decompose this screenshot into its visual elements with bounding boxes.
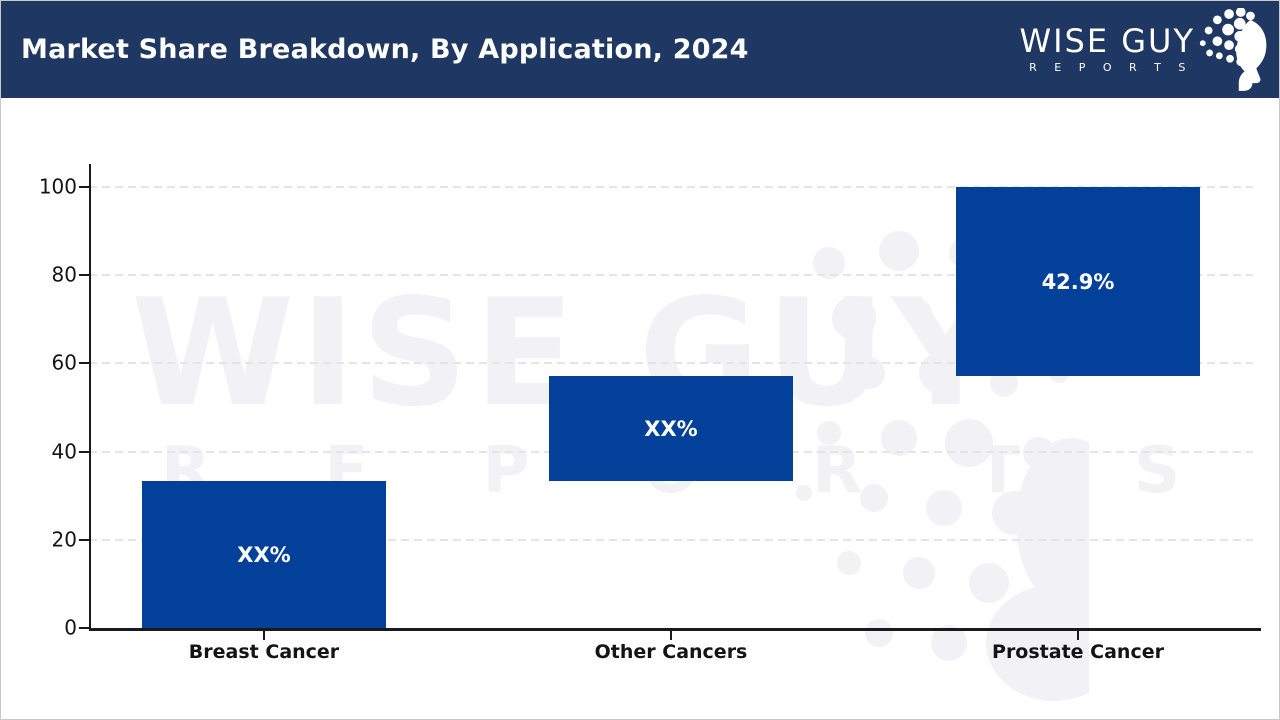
header: Market Share Breakdown, By Application, … [1, 1, 1279, 98]
x-label-3: Prostate Cancer [992, 641, 1164, 663]
x-label-1: Breast Cancer [188, 641, 340, 663]
x-label-2: Other Cancers [594, 641, 748, 663]
logo-text: WISE GUY R E P O R T S [1019, 25, 1195, 74]
y-tick-label-80: 80 [51, 262, 77, 287]
y-tick-20 [79, 538, 89, 541]
x-tick-3 [1077, 631, 1079, 640]
y-tick-80 [79, 274, 89, 277]
x-tick-1 [263, 631, 265, 640]
bar-label-3: 42.9% [1041, 269, 1115, 294]
y-tick-label-40: 40 [51, 439, 77, 464]
x-tick-2 [670, 631, 672, 640]
y-tick-label-0: 0 [64, 615, 77, 640]
x-axis-spine [89, 628, 1261, 631]
logo-subtext: R E P O R T S [1029, 61, 1193, 74]
y-tick-label-100: 100 [38, 174, 77, 199]
logo-face-icon [1199, 7, 1267, 91]
watermark-face-icon [789, 231, 1089, 701]
bar-label-1: XX% [237, 542, 291, 567]
gridline-60 [89, 362, 1253, 365]
page-title: Market Share Breakdown, By Application, … [21, 34, 749, 65]
bar-other-cancers [549, 376, 793, 482]
y-tick-40 [79, 450, 89, 453]
bar-prostate-cancer [956, 187, 1200, 377]
y-axis-spine [89, 164, 91, 628]
gridline-100 [89, 186, 1253, 188]
gridline-20 [89, 538, 1253, 541]
y-tick-0 [79, 627, 89, 629]
y-tick-60 [79, 362, 89, 365]
y-tick-100 [79, 186, 89, 188]
y-tick-label-60: 60 [51, 350, 77, 375]
logo-wordmark: WISE GUY [1019, 22, 1195, 60]
bar-label-2: XX% [644, 416, 698, 441]
gridline-80 [89, 274, 1253, 277]
wise-guy-logo: WISE GUY R E P O R T S [1019, 7, 1267, 92]
y-tick-label-20: 20 [51, 527, 77, 552]
bar-breast-cancer [142, 481, 386, 628]
